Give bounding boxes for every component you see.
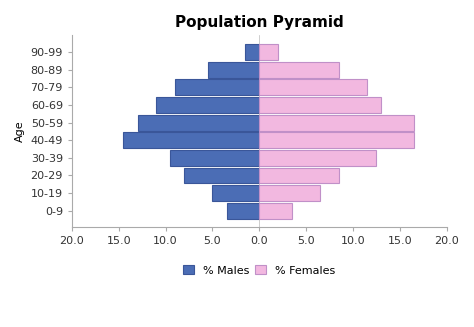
Title: Population Pyramid: Population Pyramid bbox=[175, 15, 344, 30]
Bar bbox=[137, 115, 259, 130]
Bar bbox=[175, 79, 259, 95]
Bar bbox=[259, 62, 339, 77]
Bar bbox=[156, 97, 259, 113]
Bar bbox=[259, 185, 320, 201]
Bar bbox=[259, 203, 292, 219]
Bar bbox=[259, 150, 376, 166]
Y-axis label: Age: Age bbox=[15, 121, 25, 142]
Bar bbox=[227, 203, 259, 219]
Bar bbox=[259, 79, 367, 95]
Bar bbox=[208, 62, 259, 77]
Bar bbox=[259, 132, 414, 148]
Bar bbox=[259, 167, 339, 183]
Bar bbox=[259, 115, 414, 130]
Bar bbox=[212, 185, 259, 201]
Bar bbox=[123, 132, 259, 148]
Bar bbox=[259, 97, 381, 113]
Bar bbox=[245, 44, 259, 60]
Legend: % Males, % Females: % Males, % Females bbox=[183, 265, 336, 276]
Bar bbox=[170, 150, 259, 166]
Bar bbox=[184, 167, 259, 183]
Bar bbox=[259, 44, 278, 60]
